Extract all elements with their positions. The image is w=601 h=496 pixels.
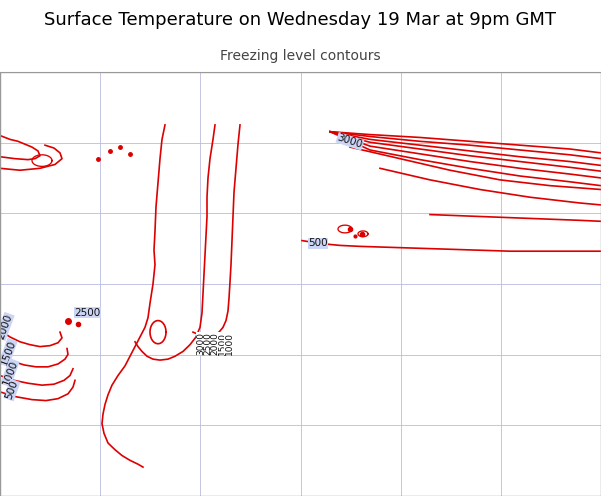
Text: Surface Temperature on Wednesday 19 Mar at 9pm GMT: Surface Temperature on Wednesday 19 Mar … xyxy=(44,11,557,29)
Text: 2000: 2000 xyxy=(0,312,14,340)
Text: 1000: 1000 xyxy=(225,332,234,355)
Text: 500: 500 xyxy=(308,239,328,248)
Text: 3000: 3000 xyxy=(197,332,206,355)
Text: 3000: 3000 xyxy=(336,132,364,150)
Text: 2000: 2000 xyxy=(210,332,219,355)
Text: 1500: 1500 xyxy=(0,338,17,367)
Text: 2500: 2500 xyxy=(74,308,100,318)
Text: 1000: 1000 xyxy=(1,359,19,386)
Text: 1500: 1500 xyxy=(218,332,227,355)
Bar xyxy=(0,72,601,496)
Text: Freezing level contours: Freezing level contours xyxy=(220,49,381,63)
Text: 2500: 2500 xyxy=(204,332,213,355)
Text: 500: 500 xyxy=(4,379,20,401)
